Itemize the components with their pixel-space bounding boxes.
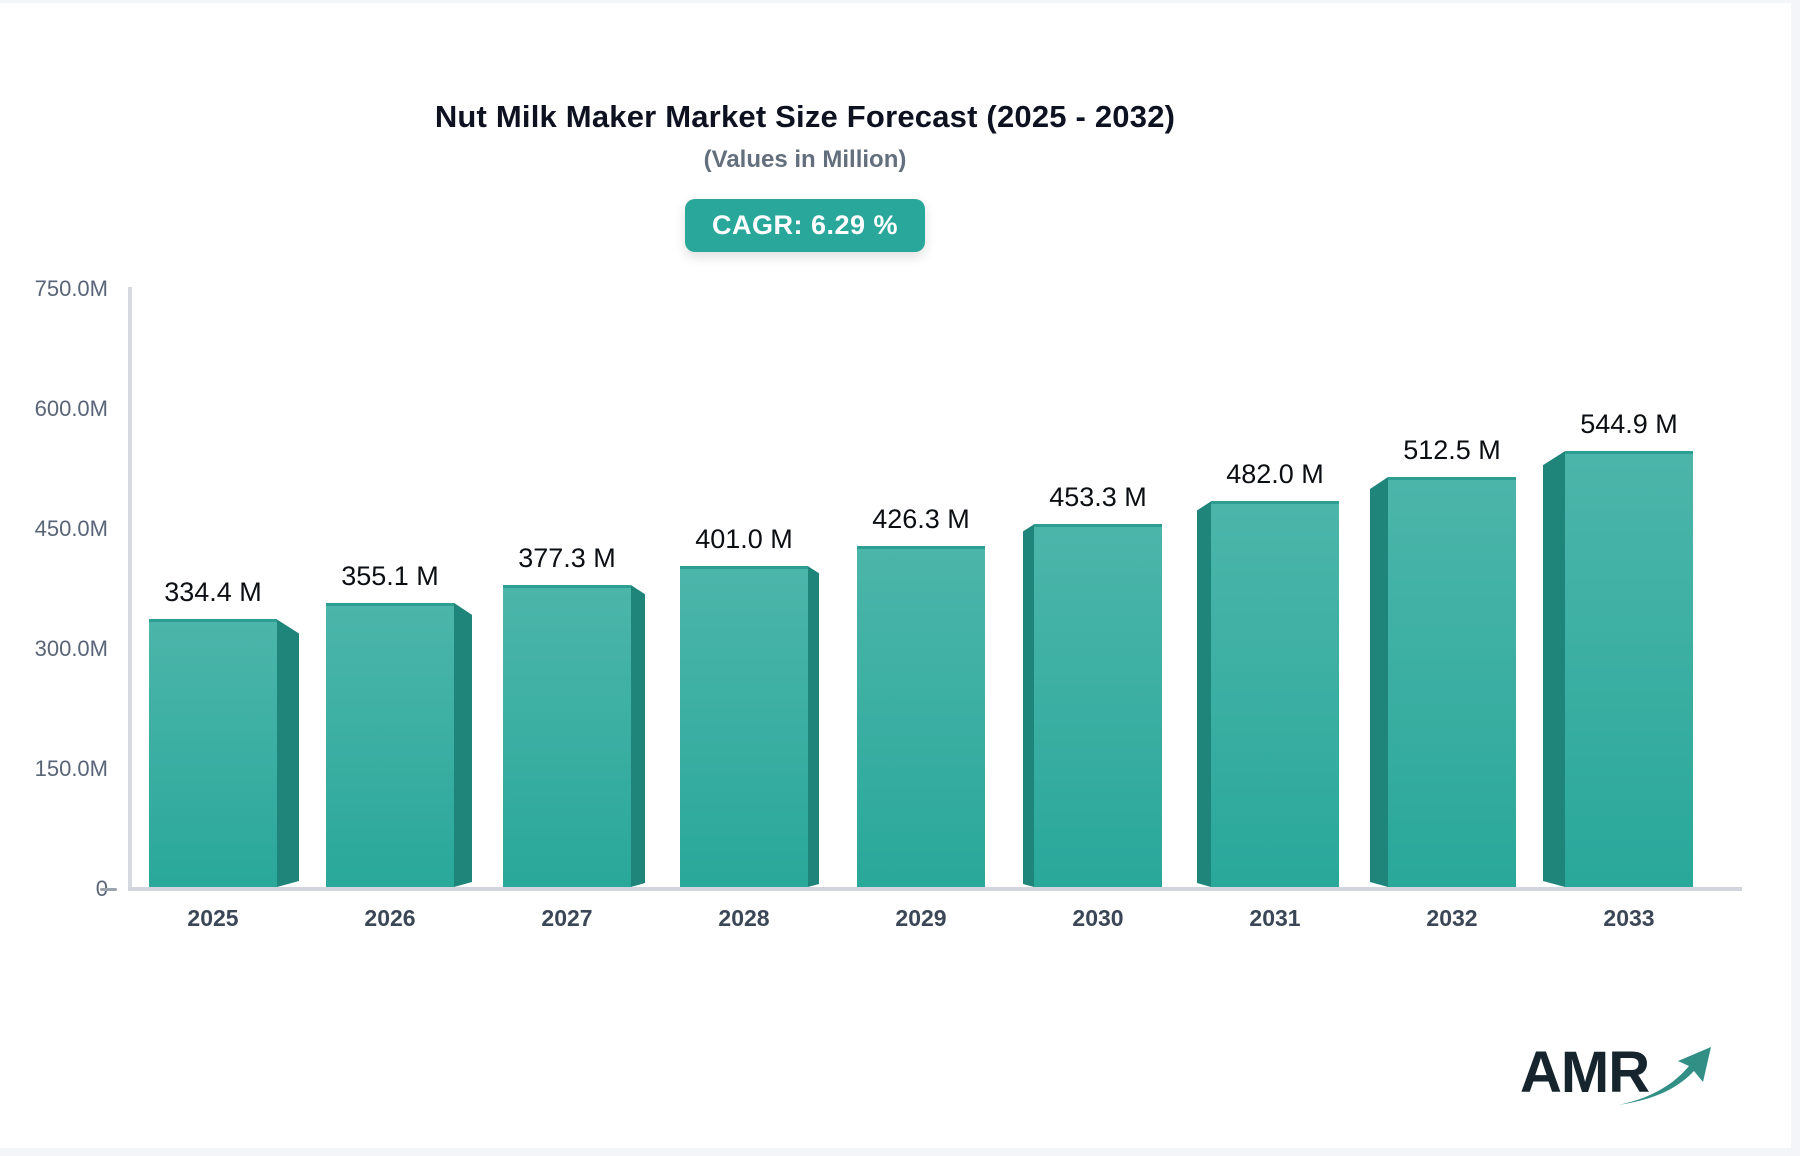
bar-3d-side <box>1023 524 1034 887</box>
bar[interactable] <box>857 545 985 887</box>
bar[interactable] <box>1034 524 1162 887</box>
zero-tick-mark <box>100 888 117 891</box>
x-axis-label: 2026 <box>364 905 416 931</box>
chart-title: Nut Milk Maker Market Size Forecast (202… <box>434 99 1176 134</box>
bar-3d-side <box>1543 451 1565 887</box>
amr-logo: AMR <box>1520 1040 1650 1105</box>
bar-value-label: 334.4 M <box>164 577 262 608</box>
chart-subtitle: (Values in Million) <box>703 146 907 173</box>
bar-3d-side <box>808 566 819 887</box>
bar[interactable] <box>680 566 808 887</box>
bar-3d-side <box>631 585 645 887</box>
bar[interactable] <box>149 619 277 887</box>
bar-value-label: 544.9 M <box>1580 409 1678 440</box>
chart-header: Nut Milk Maker Market Size Forecast (202… <box>5 97 1605 252</box>
growth-arrow-icon <box>1618 1047 1711 1105</box>
y-axis-tick-label: 450.0M <box>34 516 108 541</box>
y-axis-tick-label: 300.0M <box>34 636 108 661</box>
cagr-badge: CAGR: 6.29 % <box>684 199 926 252</box>
bar[interactable] <box>1565 451 1693 887</box>
bar-value-label: 377.3 M <box>518 543 616 574</box>
x-axis-label: 2029 <box>895 905 947 931</box>
bar[interactable] <box>503 585 631 887</box>
bar-value-label: 355.1 M <box>341 560 439 591</box>
bar-value-label: 453.3 M <box>1049 482 1147 513</box>
x-axis-label: 2032 <box>1426 905 1478 931</box>
x-axis-label: 2025 <box>187 905 239 931</box>
y-axis-tick-label: 750.0M <box>34 276 108 301</box>
x-axis-label: 2027 <box>541 905 593 931</box>
bar-value-label: 512.5 M <box>1403 435 1501 465</box>
bar-3d-side <box>1197 501 1211 887</box>
bar-3d-side <box>454 603 472 887</box>
bar-value-label: 426.3 M <box>872 503 970 534</box>
x-axis-label: 2028 <box>718 905 770 931</box>
bar-value-label: 482.0 M <box>1226 459 1324 490</box>
bar-value-label: 401.0 M <box>695 524 793 555</box>
x-axis-label: 2030 <box>1072 905 1124 931</box>
y-axis-tick-label: 600.0M <box>34 396 108 421</box>
y-axis-tick-label: 0 <box>8 875 108 903</box>
x-axis-line <box>128 887 1742 891</box>
bar[interactable] <box>1211 501 1339 887</box>
y-axis-line <box>128 287 132 891</box>
chart-canvas: Nut Milk Maker Market Size Forecast (202… <box>0 3 1791 1148</box>
bar-3d-side <box>1370 477 1388 887</box>
bar[interactable] <box>1388 477 1516 887</box>
bar-3d-side <box>277 619 299 887</box>
x-axis-label: 2031 <box>1249 905 1301 931</box>
y-axis-tick-label: 150.0M <box>34 756 108 781</box>
x-axis-label: 2033 <box>1603 905 1655 931</box>
bar[interactable] <box>326 602 454 887</box>
